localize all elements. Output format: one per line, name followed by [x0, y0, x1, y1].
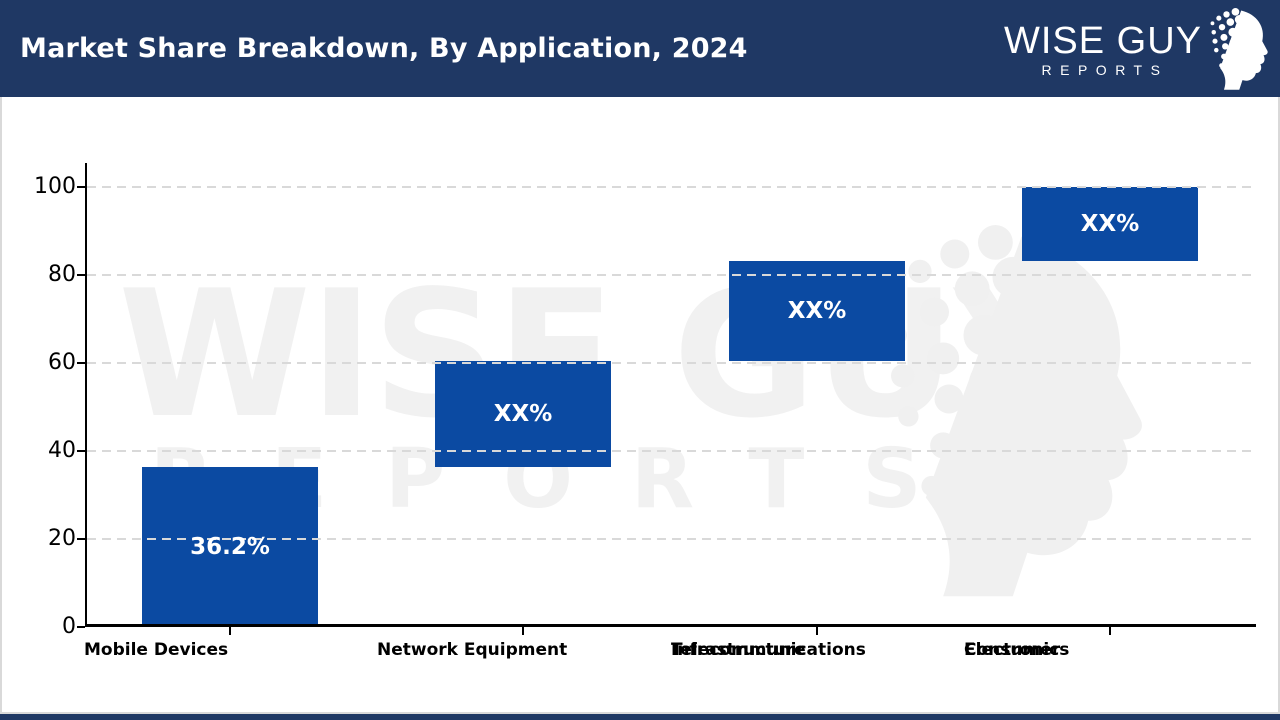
- bar-segment: [729, 261, 905, 361]
- x-axis-line: [85, 624, 1256, 627]
- y-tick-label: 20: [48, 525, 76, 551]
- x-tick-mark: [1109, 627, 1111, 635]
- bar-value-label: XX%: [1080, 211, 1140, 237]
- y-tick-mark: [77, 537, 85, 540]
- category-label-line: Electronics: [964, 640, 1070, 660]
- category-label-line: Network Equipment: [377, 640, 568, 660]
- y-tick-mark: [77, 185, 85, 188]
- y-tick-label: 40: [48, 437, 76, 463]
- gridline: [87, 273, 1256, 276]
- logo-subtitle: REPORTS: [1041, 61, 1169, 78]
- logo-text: WISE GUY REPORTS: [1004, 21, 1202, 78]
- gridline: [87, 361, 1256, 364]
- y-tick-label: 100: [34, 173, 76, 199]
- y-tick-mark: [77, 361, 85, 364]
- logo-wordmark: WISE GUY: [1003, 19, 1202, 62]
- category-label-line: Infrastructure: [671, 640, 806, 660]
- page-title: Market Share Breakdown, By Application, …: [20, 33, 748, 64]
- gridline: [87, 185, 1256, 188]
- x-tick-mark: [816, 627, 818, 635]
- y-tick-label: 80: [48, 261, 76, 287]
- category-label-line: Telecommunications: [671, 640, 866, 660]
- bar-segment: [435, 360, 611, 468]
- bar-value-label: XX%: [493, 401, 553, 428]
- x-tick-mark: [229, 627, 231, 635]
- bar-value-label: XX%: [787, 298, 847, 325]
- y-tick-label: 0: [62, 613, 76, 639]
- dotted-head-profile-icon: [1206, 8, 1270, 91]
- gridline: [87, 449, 1256, 452]
- y-axis-spine: [85, 163, 87, 627]
- y-tick-mark: [77, 273, 85, 276]
- y-tick-label: 60: [48, 349, 76, 375]
- footer-bar: [0, 714, 1280, 720]
- y-tick-mark: [77, 449, 85, 452]
- bar-value-label: 36.2%: [190, 533, 270, 560]
- category-label-line: Mobile Devices: [84, 640, 229, 660]
- frame-border-right: [1278, 97, 1280, 713]
- x-tick-mark: [522, 627, 524, 635]
- category-label-line: Consumer: [964, 640, 1061, 660]
- wiseguy-logo: WISE GUY REPORTS: [1004, 6, 1270, 92]
- header-bar: Market Share Breakdown, By Application, …: [0, 0, 1280, 97]
- frame-border-bottom: [0, 712, 1280, 714]
- bar-segment: [142, 467, 318, 627]
- frame-border-left: [0, 97, 2, 713]
- gridline: [87, 537, 1256, 540]
- y-tick-mark: [77, 625, 85, 628]
